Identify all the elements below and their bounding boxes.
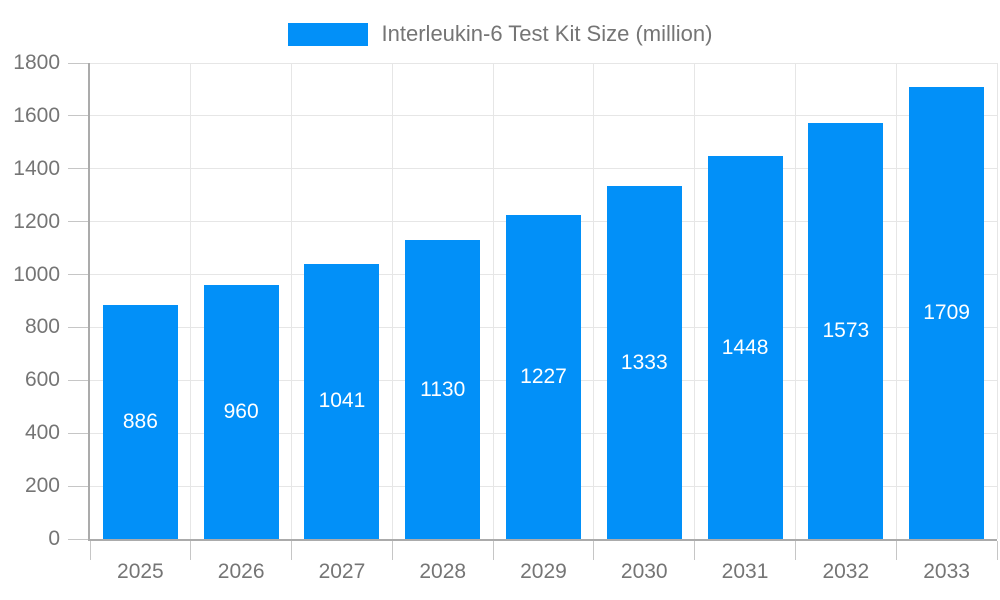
y-tick-label: 1200 bbox=[13, 209, 60, 233]
y-tick-label: 400 bbox=[24, 421, 60, 445]
bar bbox=[606, 186, 682, 539]
x-gridline bbox=[593, 63, 595, 539]
y-axis-tick bbox=[68, 432, 88, 434]
x-tick-label: 2028 bbox=[419, 560, 467, 583]
x-axis-tick bbox=[492, 541, 494, 560]
legend: Interleukin-6 Test Kit Size (million) bbox=[0, 21, 1000, 47]
bar-value-label: 1448 bbox=[721, 335, 769, 359]
y-tick-label: 600 bbox=[24, 368, 60, 392]
bar-value-label: 960 bbox=[223, 400, 259, 424]
y-axis-tick bbox=[68, 274, 88, 276]
x-gridline bbox=[190, 63, 192, 539]
x-tick-label: 2032 bbox=[822, 560, 870, 583]
x-tick-label: 2033 bbox=[923, 560, 970, 583]
bar bbox=[102, 304, 178, 539]
x-tick-label: 2027 bbox=[318, 560, 366, 583]
x-tick-label: 2026 bbox=[217, 560, 265, 583]
bar bbox=[304, 263, 380, 539]
y-gridline bbox=[90, 168, 997, 170]
bar-value-label: 1227 bbox=[520, 364, 567, 388]
y-tick-label: 1400 bbox=[13, 156, 60, 180]
x-gridline bbox=[794, 63, 796, 539]
x-tick-label: 2029 bbox=[520, 560, 567, 583]
x-axis-tick bbox=[794, 541, 796, 560]
x-tick-label: 2030 bbox=[620, 560, 668, 583]
x-axis-tick bbox=[89, 541, 91, 560]
x-gridline bbox=[492, 63, 494, 539]
y-tick-label: 200 bbox=[24, 474, 60, 498]
y-axis-tick bbox=[68, 485, 88, 487]
y-axis-tick bbox=[68, 62, 88, 64]
y-axis-tick bbox=[68, 326, 88, 328]
bar-value-label: 1130 bbox=[420, 377, 466, 401]
bar bbox=[405, 240, 481, 539]
bar bbox=[203, 285, 279, 539]
plot-area: 0 200 400 600 800 1000 1200 1400 1600 1800 2025 202… bbox=[13, 52, 998, 583]
x-gridline bbox=[391, 63, 393, 539]
x-axis-tick bbox=[996, 541, 998, 560]
y-tick-label: 1000 bbox=[13, 262, 60, 286]
x-axis-tick bbox=[694, 541, 696, 560]
y-tick-label: 800 bbox=[24, 315, 60, 339]
bar bbox=[909, 87, 985, 539]
x-gridline bbox=[291, 63, 293, 539]
x-axis-tick bbox=[391, 541, 393, 560]
bar bbox=[808, 123, 884, 539]
x-axis-tick bbox=[190, 541, 192, 560]
y-axis-tick bbox=[68, 221, 88, 223]
y-tick-label: 1600 bbox=[13, 103, 60, 127]
y-axis-tick bbox=[68, 379, 88, 381]
y-axis-tick bbox=[68, 115, 88, 117]
x-axis-tick bbox=[291, 541, 293, 560]
bar bbox=[707, 156, 783, 539]
x-axis-tick bbox=[593, 541, 595, 560]
y-axis-tick bbox=[68, 168, 88, 170]
x-gridline bbox=[895, 63, 897, 539]
x-tick-label: 2031 bbox=[721, 560, 769, 583]
bar-value-label: 1573 bbox=[822, 319, 870, 342]
x-gridline bbox=[694, 63, 696, 539]
bar-value-label: 1333 bbox=[620, 350, 668, 374]
y-gridline bbox=[90, 62, 997, 64]
bar bbox=[506, 214, 581, 539]
y-axis-tick bbox=[68, 538, 88, 540]
y-gridline bbox=[90, 115, 997, 117]
bar-value-label: 1709 bbox=[923, 301, 970, 325]
legend-swatch bbox=[287, 22, 368, 46]
legend-label: Interleukin-6 Test Kit Size (million) bbox=[381, 21, 713, 46]
x-axis-tick bbox=[895, 541, 897, 560]
bar-value-label: 886 bbox=[122, 409, 158, 433]
x-gridline bbox=[996, 63, 998, 539]
y-tick-label: 0 bbox=[48, 527, 60, 550]
bar-value-label: 1041 bbox=[318, 389, 366, 413]
x-tick-label: 2025 bbox=[117, 560, 164, 583]
y-tick-label: 1800 bbox=[13, 51, 60, 74]
